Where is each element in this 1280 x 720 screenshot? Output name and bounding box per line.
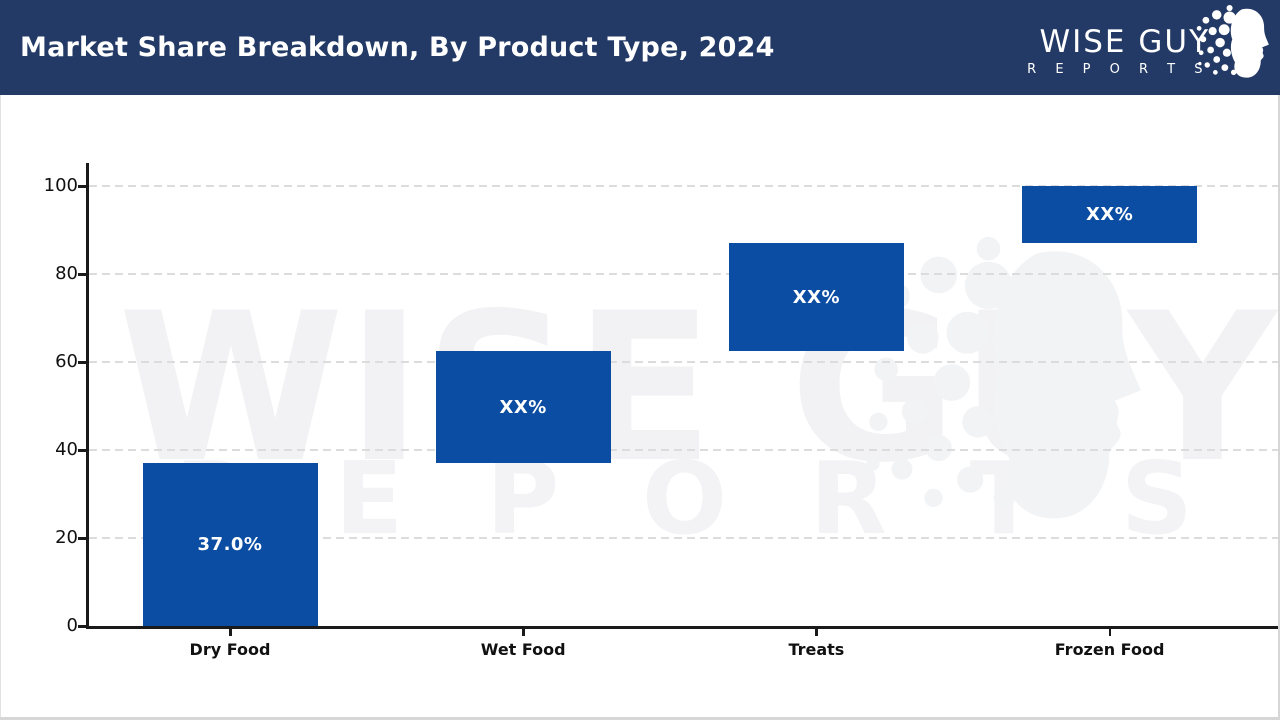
y-tick-mark-100 [78,185,86,188]
bar-value-label-frozen-food: XX% [1085,204,1134,226]
gridline-40 [89,449,1278,451]
gridline-20 [89,537,1278,539]
page-title: Market Share Breakdown, By Product Type,… [20,32,775,63]
x-tick-mark-wet-food [522,628,525,636]
bar-dry-food: 37.0% [142,463,318,626]
bar-wet-food: XX% [435,351,611,464]
logo-wordmark: WISE GUY R E P O R T S [1023,24,1210,77]
gridline-100 [89,185,1278,187]
y-tick-mark-40 [78,449,86,452]
x-tick-mark-dry-food [229,628,232,636]
page-right-border [1278,95,1280,720]
y-tick-label-100: 100 [43,175,78,196]
y-axis-line [86,163,89,627]
y-tick-mark-60 [78,361,86,364]
y-tick-label-40: 40 [55,439,78,460]
logo-reports-label: R E P O R T S [1027,62,1210,77]
logo-wiseguy-label: WISE GUY [1039,24,1210,60]
x-axis-line [86,626,1278,629]
bar-value-label-wet-food: XX% [499,396,547,418]
bar-frozen-food: XX% [1022,186,1198,244]
header-bar: Market Share Breakdown, By Product Type,… [0,0,1280,95]
x-category-label-treats: Treats [788,640,845,659]
y-tick-label-0: 0 [66,615,78,636]
bar-value-label-treats: XX% [792,286,841,308]
x-category-label-dry-food: Dry Food [189,640,271,659]
y-tick-label-20: 20 [55,527,78,548]
logo: WISE GUY R E P O R T S [1022,0,1272,95]
y-tick-mark-0 [78,625,86,628]
x-tick-mark-treats [815,628,818,636]
y-tick-label-80: 80 [55,263,78,284]
page-bottom-border [0,717,1280,720]
y-tick-mark-80 [78,273,86,276]
gridline-60 [89,361,1278,363]
x-tick-mark-frozen-food [1108,628,1112,636]
page-left-border [0,95,1,720]
bar-value-label-dry-food: 37.0% [197,534,263,556]
y-tick-label-60: 60 [55,351,78,372]
bar-treats: XX% [728,243,904,351]
x-category-label-wet-food: Wet Food [480,640,566,659]
gridline-80 [89,273,1278,275]
y-tick-mark-20 [78,537,86,540]
x-category-label-frozen-food: Frozen Food [1054,640,1165,659]
